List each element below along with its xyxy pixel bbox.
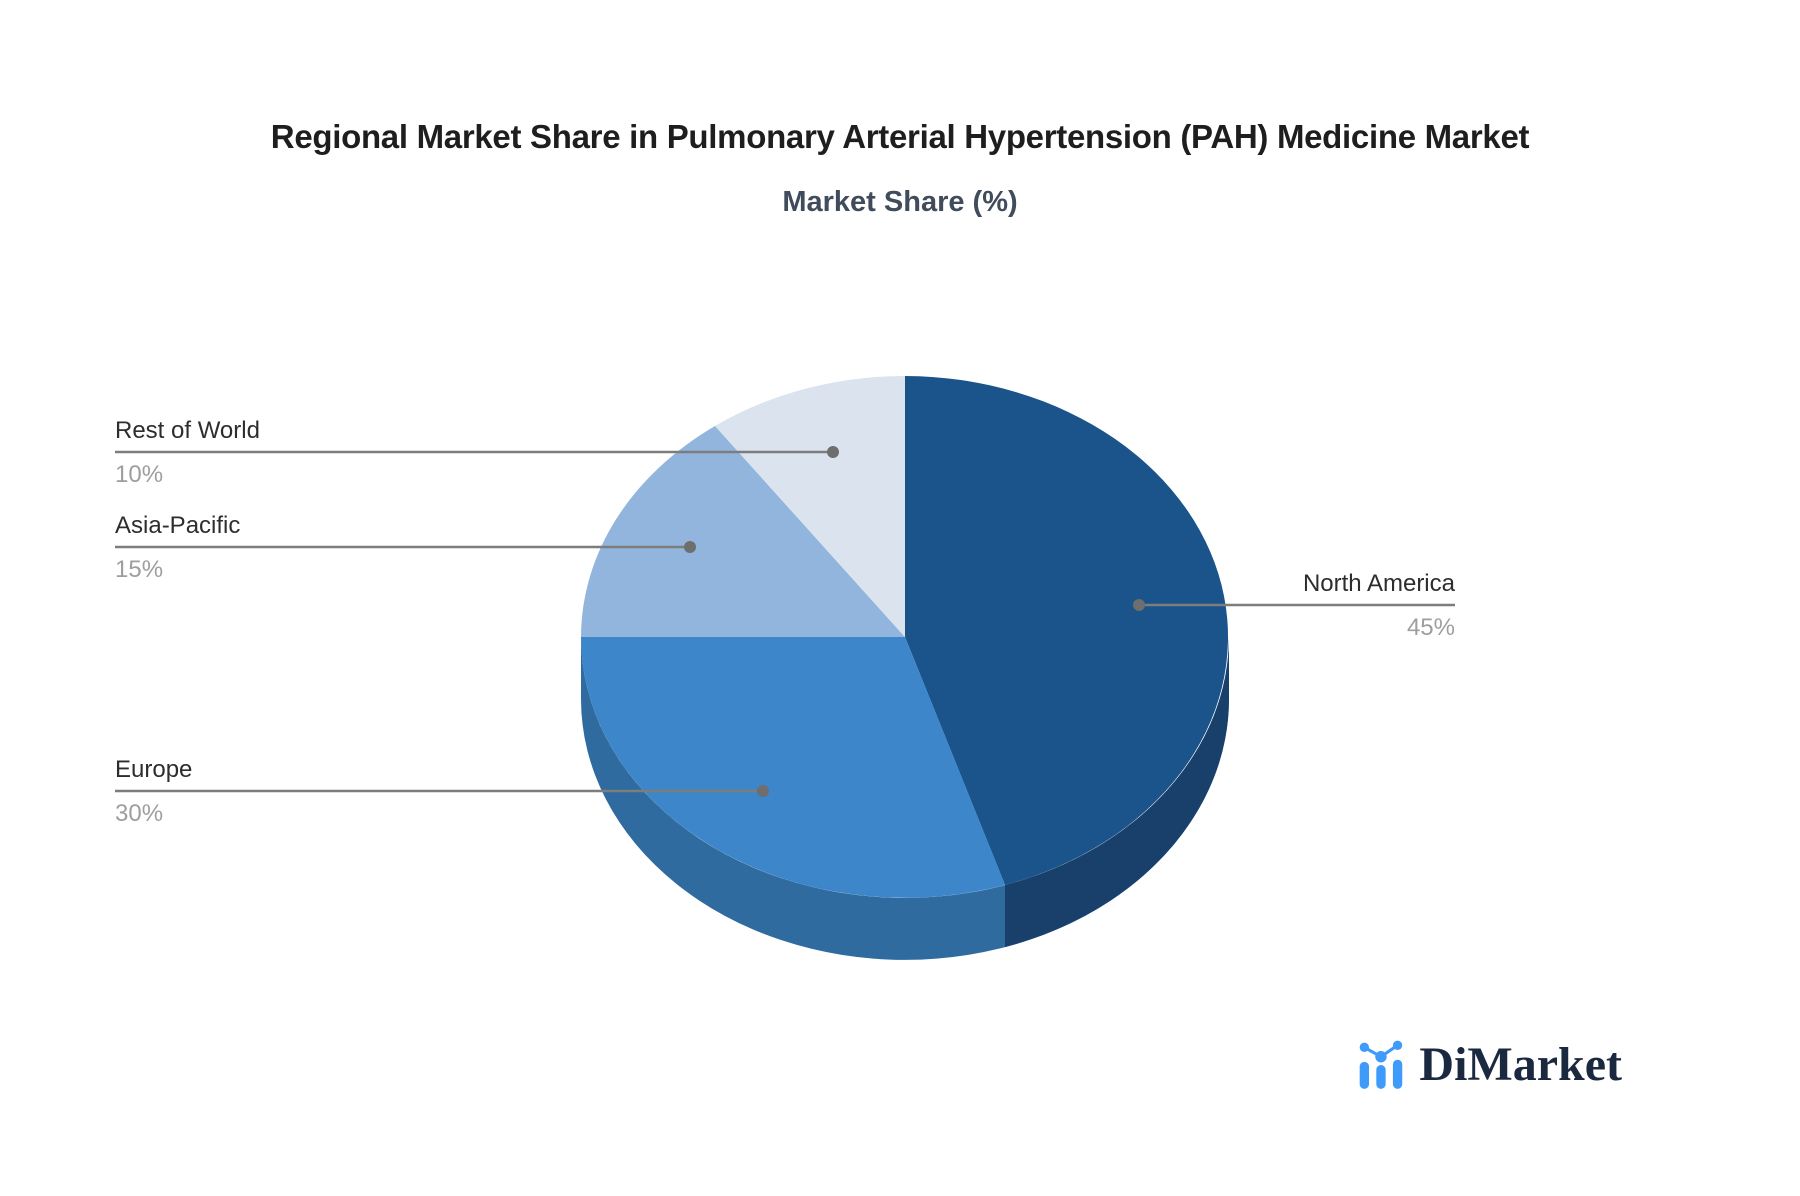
value-europe: 30% — [115, 800, 164, 827]
pie-slice-asia-pacific — [581, 426, 905, 637]
chart-subtitle: Market Share (%) — [782, 186, 1018, 218]
pie-rim-north-america — [1005, 637, 1229, 947]
label-north-america: North America — [1302, 570, 1455, 597]
pie-slice-rest-of-world — [715, 376, 905, 637]
label-asia-pacific: Asia-Pacific — [115, 512, 241, 539]
pie-slice-europe — [581, 637, 1005, 898]
leader-dot-asia-pacific — [684, 541, 696, 553]
value-north-america: 45% — [1406, 614, 1455, 641]
brand-name: DiMarket — [1419, 1038, 1622, 1091]
brand-logo: DiMarket — [1359, 1038, 1622, 1092]
pie-slice-north-america — [905, 376, 1229, 885]
value-asia-pacific: 15% — [115, 556, 164, 583]
label-europe: Europe — [115, 756, 193, 783]
value-rest-of-world: 10% — [115, 461, 164, 488]
leader-dot-rest-of-world — [827, 446, 839, 458]
leader-dot-north-america — [1133, 599, 1145, 611]
chart-title: Regional Market Share in Pulmonary Arter… — [270, 118, 1530, 155]
bar-line-chart-logo-icon — [1360, 1040, 1403, 1089]
leader-dots — [684, 446, 1145, 797]
leader-lines — [115, 450, 1455, 793]
leader-dot-europe — [757, 785, 769, 797]
label-rest-of-world: Rest of World — [115, 417, 260, 444]
